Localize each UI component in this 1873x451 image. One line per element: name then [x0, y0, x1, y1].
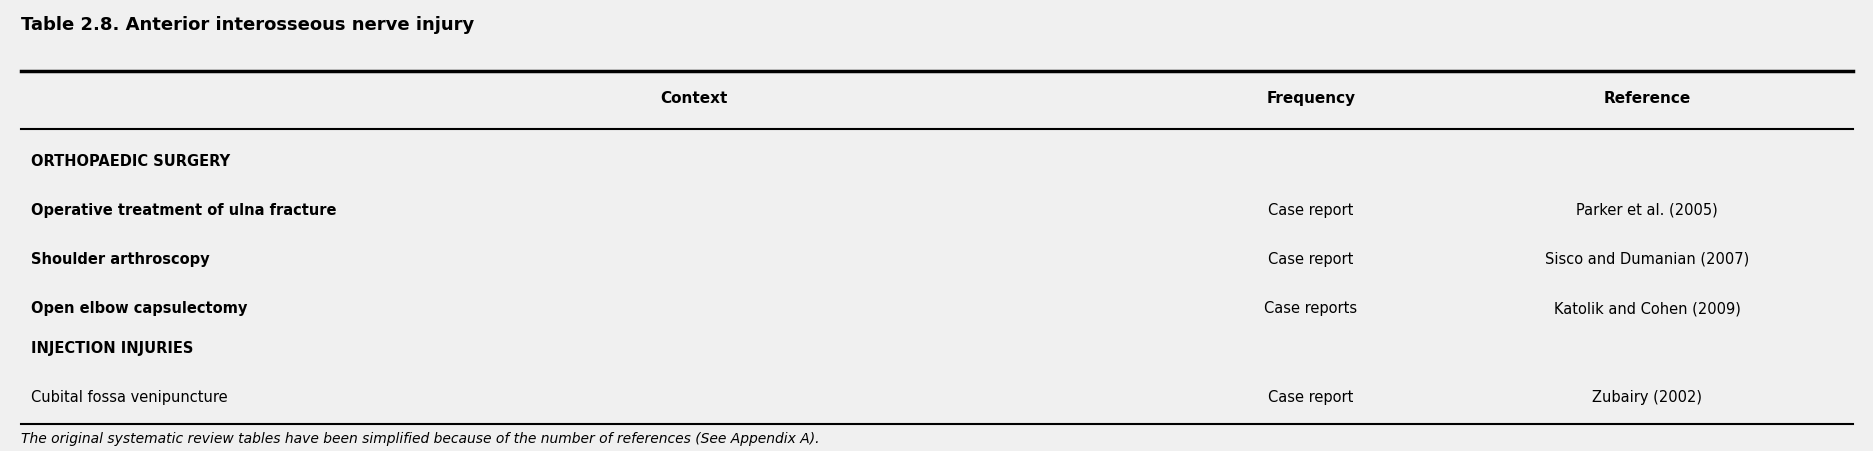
Text: Reference: Reference [1603, 91, 1689, 106]
Text: Sisco and Dumanian (2007): Sisco and Dumanian (2007) [1543, 251, 1748, 267]
Text: INJECTION INJURIES: INJECTION INJURIES [30, 341, 193, 355]
Text: The original systematic review tables have been simplified because of the number: The original systematic review tables ha… [21, 432, 820, 446]
Text: Katolik and Cohen (2009): Katolik and Cohen (2009) [1553, 300, 1740, 315]
Text: Shoulder arthroscopy: Shoulder arthroscopy [30, 251, 210, 267]
Text: Case report: Case report [1268, 202, 1352, 217]
Text: Operative treatment of ulna fracture: Operative treatment of ulna fracture [30, 202, 335, 217]
Text: Case report: Case report [1268, 390, 1352, 405]
Text: Parker et al. (2005): Parker et al. (2005) [1575, 202, 1718, 217]
Text: Zubairy (2002): Zubairy (2002) [1592, 390, 1701, 405]
Text: Cubital fossa venipuncture: Cubital fossa venipuncture [30, 390, 227, 405]
Text: ORTHOPAEDIC SURGERY: ORTHOPAEDIC SURGERY [30, 153, 230, 168]
Text: Open elbow capsulectomy: Open elbow capsulectomy [30, 300, 247, 315]
Text: Frequency: Frequency [1266, 91, 1354, 106]
Text: Case reports: Case reports [1264, 300, 1356, 315]
Text: Context: Context [659, 91, 727, 106]
Text: Table 2.8. Anterior interosseous nerve injury: Table 2.8. Anterior interosseous nerve i… [21, 16, 474, 34]
Text: Case report: Case report [1268, 251, 1352, 267]
